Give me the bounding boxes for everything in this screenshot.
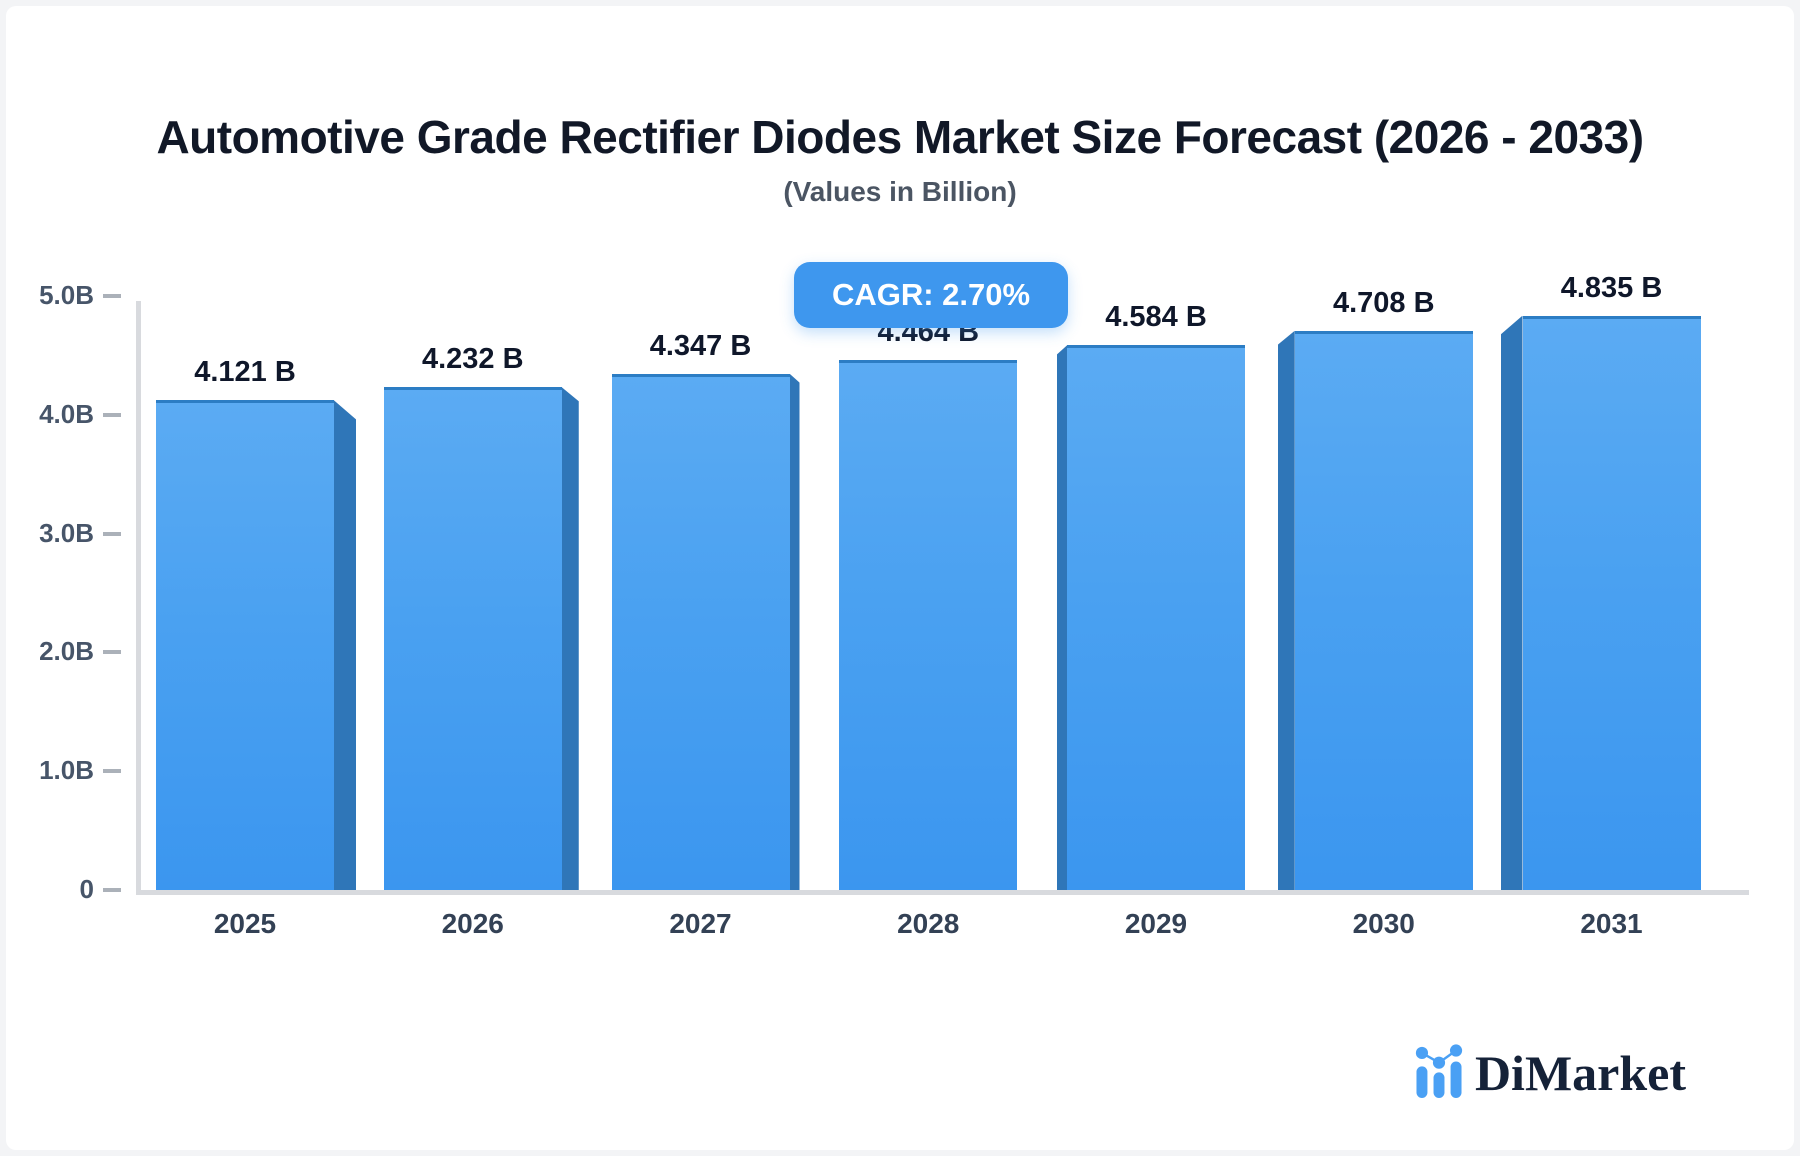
- y-tick-4: [103, 769, 121, 774]
- x-axis-label-2031: 2031: [1580, 908, 1643, 939]
- bar-2029[interactable]: [1067, 345, 1245, 890]
- bar-value-label-2026: 4.232 B: [421, 343, 524, 376]
- y-tick-3: [103, 650, 121, 655]
- x-axis-line: [136, 890, 1749, 895]
- bar-2026[interactable]: [383, 387, 562, 890]
- bar-value-label-2027: 4.347 B: [649, 329, 752, 362]
- bar-chart-plot-area: 5.0B 4.0B 3.0B 2.0B 1.0B 0 4.121 B 2025 4.232 B 2…: [6, 6, 1794, 1150]
- y-axis-label-1.0B: 1.0B: [39, 755, 94, 786]
- y-tick-1: [103, 412, 121, 417]
- bar-2030[interactable]: [1294, 330, 1473, 890]
- bar-side-2030: [1277, 330, 1295, 890]
- bar-2025[interactable]: [156, 400, 334, 890]
- bar-value-label-2025: 4.121 B: [194, 356, 296, 389]
- bar-value-label-2031: 4.835 B: [1560, 271, 1663, 304]
- x-axis-label-2028: 2028: [897, 908, 960, 939]
- chart-subtitle: (Values in Billion): [783, 176, 1017, 207]
- chart-title: Automotive Grade Rectifier Diodes Market…: [156, 111, 1644, 163]
- bar-2031[interactable]: [1522, 315, 1701, 890]
- y-tick-5: [103, 888, 121, 892]
- bar-side-2031: [1500, 315, 1523, 890]
- bar-side-2029: [1057, 345, 1067, 890]
- x-axis-label-2027: 2027: [669, 908, 732, 939]
- chart-card: Automotive Grade Rectifier Diodes Market…: [6, 6, 1794, 1150]
- bar-side-2026: [561, 387, 579, 890]
- cagr-badge: CAGR: 2.70%: [794, 262, 1068, 328]
- bar-side-2025: [334, 400, 356, 890]
- mini-bar-chart-icon: [1415, 1044, 1463, 1098]
- y-axis-line: [136, 301, 141, 893]
- x-axis-label-2030: 2030: [1352, 908, 1415, 939]
- bar-value-label-2030: 4.708 B: [1332, 286, 1435, 319]
- y-tick-2: [103, 531, 121, 536]
- y-axis-label-2.0B: 2.0B: [39, 636, 94, 667]
- dimarket-logo: DiMarket: [1413, 1042, 1686, 1098]
- bar-side-2027: [789, 373, 800, 890]
- x-axis-label-2025: 2025: [213, 908, 277, 939]
- x-axis-label-2029: 2029: [1124, 908, 1188, 939]
- y-axis-label-0: 0: [79, 874, 94, 904]
- logo-text: DiMarket: [1474, 1045, 1686, 1101]
- y-axis-label-4.0B: 4.0B: [39, 398, 94, 429]
- bar-2028[interactable]: [839, 359, 1018, 890]
- bar-value-label-2029: 4.584 B: [1105, 301, 1207, 334]
- y-axis-label-3.0B: 3.0B: [39, 517, 94, 548]
- y-axis-label-5.0B: 5.0B: [39, 280, 94, 310]
- y-tick-0: [103, 294, 121, 298]
- bar-2027[interactable]: [611, 373, 790, 890]
- x-axis-label-2026: 2026: [441, 908, 504, 939]
